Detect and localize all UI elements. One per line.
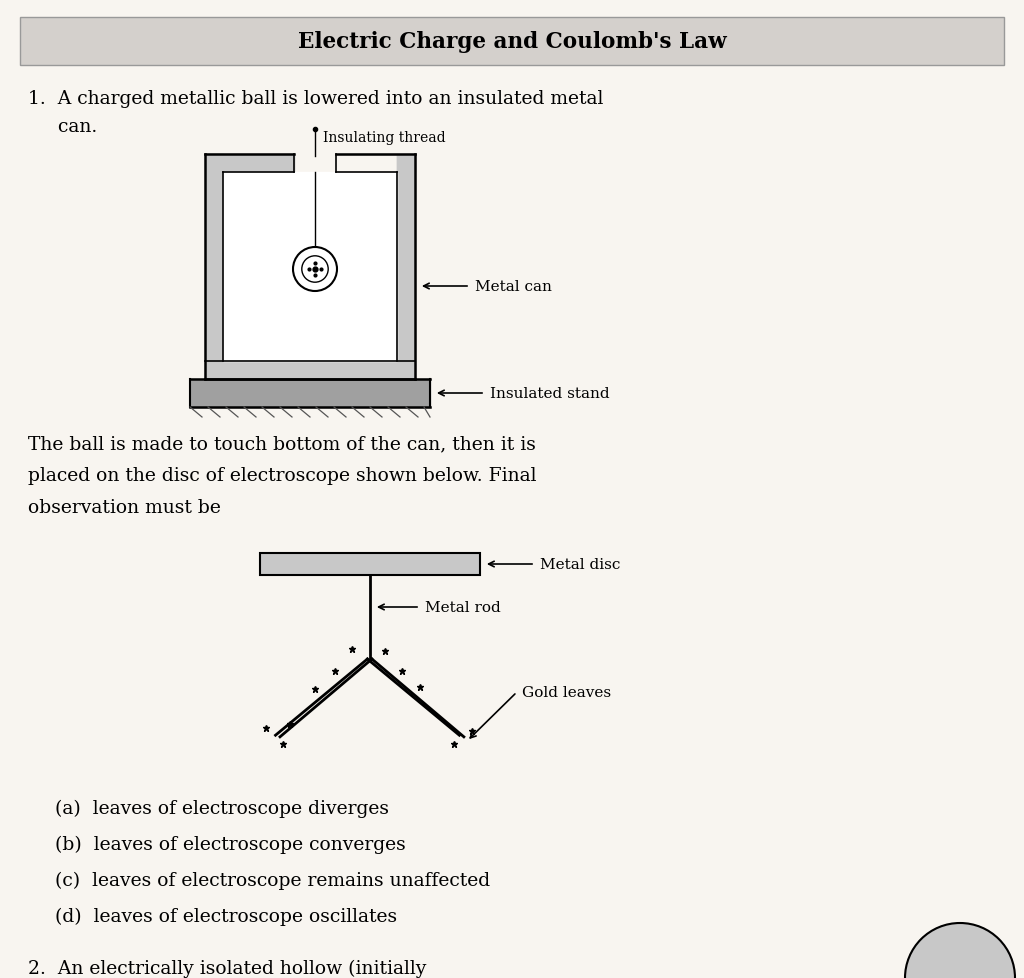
- Text: (d)  leaves of electroscope oscillates: (d) leaves of electroscope oscillates: [55, 907, 397, 925]
- Polygon shape: [397, 155, 415, 379]
- Text: Metal disc: Metal disc: [540, 557, 621, 571]
- Text: Metal rod: Metal rod: [425, 600, 501, 614]
- Text: observation must be: observation must be: [28, 499, 221, 516]
- Text: The ball is made to touch bottom of the can, then it is: The ball is made to touch bottom of the …: [28, 434, 536, 453]
- Text: Insulating thread: Insulating thread: [323, 131, 445, 145]
- Polygon shape: [190, 379, 430, 408]
- Polygon shape: [205, 155, 294, 173]
- Polygon shape: [205, 155, 223, 379]
- Text: (c)  leaves of electroscope remains unaffected: (c) leaves of electroscope remains unaff…: [55, 871, 490, 889]
- Circle shape: [293, 247, 337, 291]
- Bar: [20, 18, 1004, 66]
- Text: Electric Charge and Coulomb's Law: Electric Charge and Coulomb's Law: [298, 31, 726, 53]
- Text: Metal can: Metal can: [475, 280, 552, 293]
- Text: Insulated stand: Insulated stand: [490, 386, 609, 401]
- Circle shape: [905, 923, 1015, 978]
- Polygon shape: [336, 155, 415, 173]
- Text: (a)  leaves of electroscope diverges: (a) leaves of electroscope diverges: [55, 799, 389, 818]
- Text: placed on the disc of electroscope shown below. Final: placed on the disc of electroscope shown…: [28, 467, 537, 484]
- Bar: [260, 554, 480, 575]
- Text: 1.  A charged metallic ball is lowered into an insulated metal: 1. A charged metallic ball is lowered in…: [28, 90, 603, 108]
- Polygon shape: [205, 362, 415, 379]
- Text: Gold leaves: Gold leaves: [522, 686, 611, 699]
- Text: 2.  An electrically isolated hollow (initially: 2. An electrically isolated hollow (init…: [28, 959, 426, 977]
- Text: can.: can.: [28, 118, 97, 136]
- Polygon shape: [223, 173, 397, 362]
- Text: (b)  leaves of electroscope converges: (b) leaves of electroscope converges: [55, 835, 406, 854]
- Polygon shape: [205, 155, 294, 173]
